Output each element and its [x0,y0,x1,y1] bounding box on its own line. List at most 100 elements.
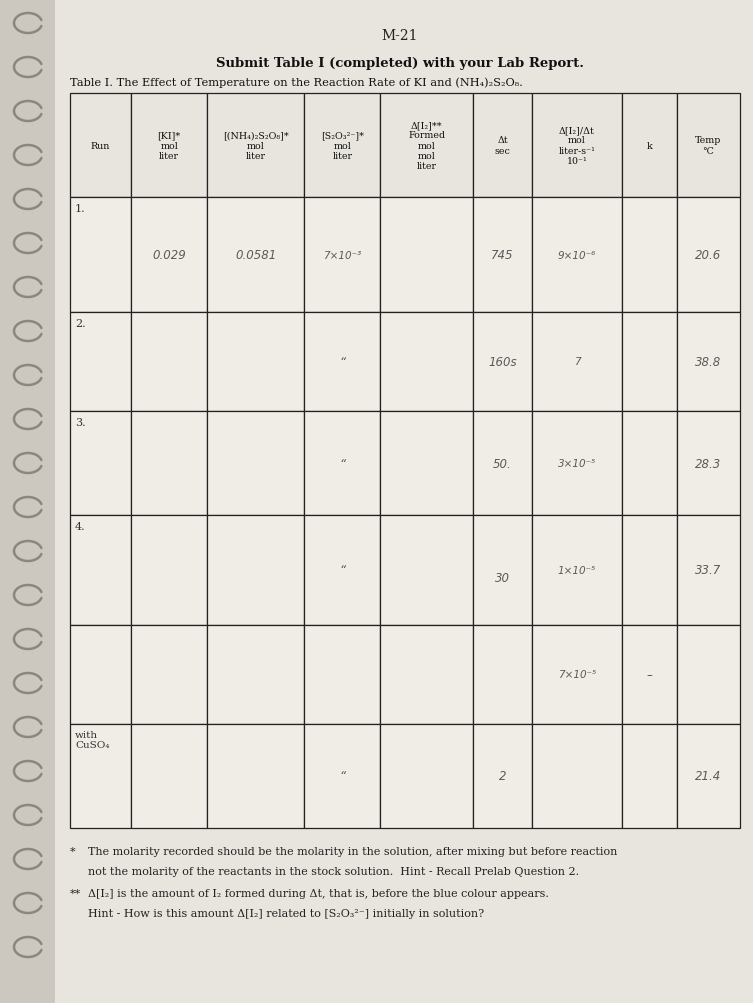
Bar [131,94,207,198]
Bar [380,313,473,411]
Bar [207,198,304,313]
Text: “: “ [339,769,346,782]
Text: **: ** [70,888,81,898]
Bar [677,516,740,625]
Bar [473,625,532,724]
Text: M-21: M-21 [382,29,418,43]
Text: 3.: 3. [75,417,86,427]
Text: 3×10⁻⁵: 3×10⁻⁵ [558,458,596,468]
Bar [207,411,304,516]
Bar [207,625,304,724]
Bar [304,516,380,625]
Text: not the molarity of the reactants in the stock solution.  Hint - Recall Prelab Q: not the molarity of the reactants in the… [88,867,579,877]
Text: Δt
sec: Δt sec [495,136,511,155]
Bar [532,411,622,516]
Bar [380,411,473,516]
Bar [70,313,131,411]
Text: 38.8: 38.8 [695,356,721,368]
Text: 1×10⁻⁵: 1×10⁻⁵ [558,566,596,576]
Bar [380,94,473,198]
Text: Table I. The Effect of Temperature on the Reaction Rate of KI and (NH₄)₂S₂O₈.: Table I. The Effect of Temperature on th… [70,77,523,88]
Bar [131,724,207,828]
Text: 160s: 160s [488,356,517,368]
Bar [380,516,473,625]
Text: Δ[I₂]**
Formed
mol
mol
liter: Δ[I₂]** Formed mol mol liter [408,120,445,172]
Bar [532,516,622,625]
Text: with
CuSO₄: with CuSO₄ [75,730,109,749]
Bar [622,625,677,724]
Text: “: “ [339,356,346,368]
Bar [677,94,740,198]
Bar [380,198,473,313]
Bar [622,198,677,313]
Bar [70,625,131,724]
Bar [677,724,740,828]
Text: Submit Table I (completed) with your Lab Report.: Submit Table I (completed) with your Lab… [216,57,584,70]
Text: 9×10⁻⁶: 9×10⁻⁶ [558,251,596,261]
Text: *: * [70,847,75,857]
Bar [70,198,131,313]
Text: 2: 2 [498,769,506,782]
Bar [380,625,473,724]
Text: 0.0581: 0.0581 [235,249,276,262]
Bar [532,198,622,313]
Bar [380,724,473,828]
Bar [473,516,532,625]
Bar [532,724,622,828]
Bar [677,411,740,516]
Bar [70,94,131,198]
Bar [70,516,131,625]
Text: Temp
°C: Temp °C [695,136,721,155]
Bar [677,198,740,313]
Text: 0.029: 0.029 [152,249,186,262]
Text: 21.4: 21.4 [695,769,721,782]
Bar [131,313,207,411]
Bar [677,625,740,724]
Text: [(NH₄)₂S₂O₈]*
mol
liter: [(NH₄)₂S₂O₈]* mol liter [223,131,288,160]
Text: Run: Run [91,141,110,150]
Bar [677,313,740,411]
Text: [KI]*
mol
liter: [KI]* mol liter [157,131,181,160]
Bar [473,198,532,313]
Bar [304,94,380,198]
Bar [207,724,304,828]
Bar [131,198,207,313]
Bar [532,94,622,198]
Bar [70,724,131,828]
Text: [S₂O₃²⁻]*
mol
liter: [S₂O₃²⁻]* mol liter [321,131,364,160]
Bar [622,313,677,411]
Bar [131,625,207,724]
Text: “: “ [339,564,346,577]
Bar [131,516,207,625]
Bar [473,94,532,198]
Text: 20.6: 20.6 [695,249,721,262]
Text: “: “ [339,457,346,470]
Text: 1.: 1. [75,204,86,214]
Text: –: – [646,668,652,681]
Text: 33.7: 33.7 [695,564,721,577]
Bar [304,625,380,724]
Bar [304,313,380,411]
Bar [207,516,304,625]
Bar [131,411,207,516]
Bar [622,94,677,198]
Bar [207,313,304,411]
Bar [473,724,532,828]
Bar [532,313,622,411]
Text: 2.: 2. [75,319,86,329]
Bar [473,411,532,516]
Text: 50.: 50. [493,457,512,470]
Bar [532,625,622,724]
Bar [622,724,677,828]
Text: 7×10⁻⁵: 7×10⁻⁵ [558,670,596,680]
Text: 7: 7 [574,357,581,367]
Text: 7×10⁻³: 7×10⁻³ [323,251,361,261]
Bar [304,411,380,516]
Text: Δ[I₂] is the amount of I₂ formed during Δt, that is, before the blue colour appe: Δ[I₂] is the amount of I₂ formed during … [88,888,549,898]
Text: 28.3: 28.3 [695,457,721,470]
Bar [622,411,677,516]
Text: 745: 745 [492,249,514,262]
Text: 30: 30 [495,572,510,585]
Text: 4.: 4. [75,522,86,532]
Bar [622,516,677,625]
